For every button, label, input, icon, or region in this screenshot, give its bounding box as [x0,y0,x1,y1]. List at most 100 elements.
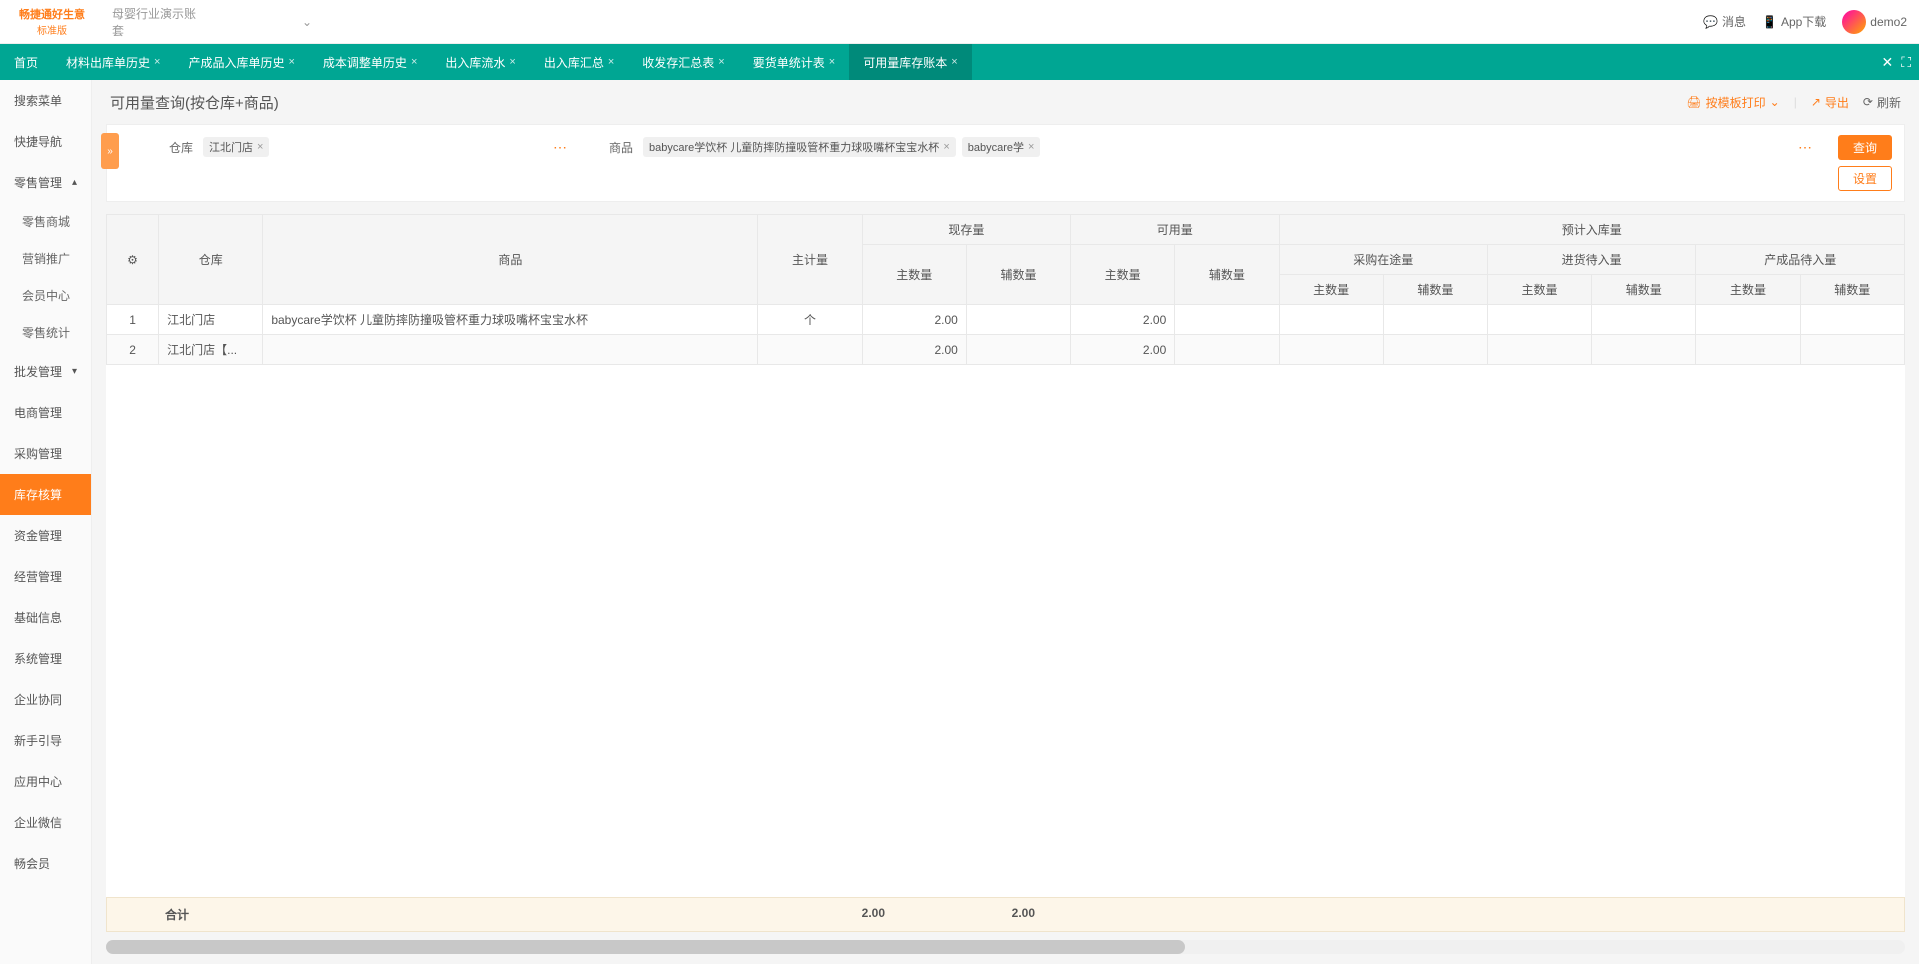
filter-buttons: 查询 设置 [1838,135,1892,191]
caret-down-icon: ▾ [72,366,77,377]
settings-button[interactable]: 设置 [1838,166,1892,191]
col-fp-aux[interactable]: 辅数量 [1800,275,1904,305]
tab[interactable]: 出入库流水× [431,44,529,80]
download-button[interactable]: 📱 App下载 [1762,13,1826,30]
refresh-button[interactable]: ⟳ 刷新 [1863,94,1901,111]
col-pt-aux[interactable]: 辅数量 [1383,275,1487,305]
sidebar-item[interactable]: 电商管理 [0,392,91,433]
cell [1800,305,1904,335]
warehouse-more-icon[interactable]: ⋯ [547,139,573,156]
close-icon[interactable]: × [951,56,957,68]
close-icon[interactable]: × [509,56,515,68]
warehouse-tags[interactable]: 江北门店× [203,135,537,159]
tab[interactable]: 成本调整单历史× [309,44,431,80]
gear-column[interactable]: ⚙ [107,215,159,305]
col-stock-main[interactable]: 主数量 [862,245,966,305]
sidebar-item[interactable]: 会员中心 [0,277,91,314]
user-menu[interactable]: demo2 [1842,10,1907,34]
print-button[interactable]: 🖨 按模板打印 ⌄ [1686,94,1779,111]
cell: 2.00 [862,335,966,365]
close-icon[interactable]: × [288,56,294,68]
col-stock-aux[interactable]: 辅数量 [966,245,1070,305]
table-row[interactable]: 1江北门店babycare学饮杯 儿童防摔防撞吸管杯重力球吸嘴杯宝宝水杯个2.0… [107,305,1905,335]
close-icon[interactable]: × [411,56,417,68]
filter-tag[interactable]: babycare学饮杯 儿童防摔防撞吸管杯重力球吸嘴杯宝宝水杯× [643,137,956,157]
close-icon[interactable]: × [718,56,724,68]
tab[interactable]: 材料出库单历史× [52,44,174,80]
sidebar-item[interactable]: 资金管理 [0,515,91,556]
table-row[interactable]: 2江北门店【...2.002.00 [107,335,1905,365]
col-unit[interactable]: 主计量 [758,215,862,305]
cell [1175,305,1279,335]
cell [1383,305,1487,335]
sidebar-item-label: 零售管理 [14,174,62,191]
close-icon[interactable]: × [154,56,160,68]
col-goods-pending[interactable]: 进货待入量 [1487,245,1695,275]
scrollbar-thumb[interactable] [106,940,1185,954]
export-icon: ↗ [1811,95,1821,109]
close-icon[interactable]: × [829,56,835,68]
sidebar-item[interactable]: 库存核算 [0,474,91,515]
query-button[interactable]: 查询 [1838,135,1892,160]
sidebar-item[interactable]: 畅会员 [0,843,91,884]
close-icon[interactable]: × [608,56,614,68]
col-fp-main[interactable]: 主数量 [1696,275,1800,305]
sidebar-item[interactable]: 经营管理 [0,556,91,597]
filter-tag[interactable]: babycare学× [962,137,1041,157]
product-tags[interactable]: babycare学饮杯 儿童防摔防撞吸管杯重力球吸嘴杯宝宝水杯× babycare… [643,135,1782,159]
message-button[interactable]: 💬 消息 [1703,13,1746,30]
horizontal-scrollbar[interactable] [106,940,1905,954]
col-avail-aux[interactable]: 辅数量 [1175,245,1279,305]
cell [1487,305,1591,335]
tab[interactable]: 产成品入库单历史× [174,44,308,80]
close-icon[interactable]: × [1028,141,1034,153]
tab[interactable]: 可用量库存账本× [849,44,971,80]
sidebar-item[interactable]: 零售商城 [0,203,91,240]
col-gp-main[interactable]: 主数量 [1487,275,1591,305]
close-all-icon[interactable]: ✕ [1881,54,1893,71]
account-selector[interactable]: 母婴行业演示账套 ⌄ [112,5,312,39]
tab[interactable]: 首页 [0,44,52,80]
col-expected[interactable]: 预计入库量 [1279,215,1904,245]
export-label: 导出 [1825,94,1849,111]
sidebar-item-label: 系统管理 [14,650,62,667]
brand-name: 畅捷通好生意 [19,6,85,22]
collapse-handle[interactable]: » [101,133,119,169]
filter-tag[interactable]: 江北门店× [203,137,269,157]
sidebar-item[interactable]: 零售统计 [0,314,91,351]
tab[interactable]: 出入库汇总× [530,44,628,80]
page-actions: 🖨 按模板打印 ⌄ | ↗ 导出 ⟳ 刷新 [1686,94,1901,111]
export-button[interactable]: ↗ 导出 [1811,94,1849,111]
col-warehouse[interactable]: 仓库 [159,215,263,305]
col-avail-main[interactable]: 主数量 [1071,245,1175,305]
col-gp-aux[interactable]: 辅数量 [1592,275,1696,305]
cell [1592,335,1696,365]
product-more-icon[interactable]: ⋯ [1792,139,1818,156]
col-finished-pending[interactable]: 产成品待入量 [1696,245,1905,275]
sidebar-item[interactable]: 采购管理 [0,433,91,474]
tab[interactable]: 要货单统计表× [739,44,849,80]
sidebar-item[interactable]: 搜索菜单 [0,80,91,121]
close-icon[interactable]: × [943,141,949,153]
col-purchase-transit[interactable]: 采购在途量 [1279,245,1487,275]
col-pt-main[interactable]: 主数量 [1279,275,1383,305]
content-area: 可用量查询(按仓库+商品) 🖨 按模板打印 ⌄ | ↗ 导出 ⟳ 刷新 [92,80,1919,964]
sidebar-item[interactable]: 企业协同 [0,679,91,720]
tab[interactable]: 收发存汇总表× [628,44,738,80]
sidebar-item[interactable]: 快捷导航 [0,121,91,162]
sidebar-item[interactable]: 企业微信 [0,802,91,843]
sidebar-item-label: 新手引导 [14,732,62,749]
sidebar-item[interactable]: 营销推广 [0,240,91,277]
col-stock[interactable]: 现存量 [862,215,1070,245]
sidebar-item[interactable]: 系统管理 [0,638,91,679]
sidebar-item-label: 会员中心 [22,289,70,303]
col-product[interactable]: 商品 [263,215,758,305]
sidebar-item[interactable]: 新手引导 [0,720,91,761]
fullscreen-icon[interactable]: ⛶ [1901,54,1911,71]
close-icon[interactable]: × [257,141,263,153]
sidebar-item[interactable]: 基础信息 [0,597,91,638]
sidebar-item[interactable]: 零售管理▴ [0,162,91,203]
sidebar-item[interactable]: 应用中心 [0,761,91,802]
sidebar-item[interactable]: 批发管理▾ [0,351,91,392]
col-available[interactable]: 可用量 [1071,215,1279,245]
